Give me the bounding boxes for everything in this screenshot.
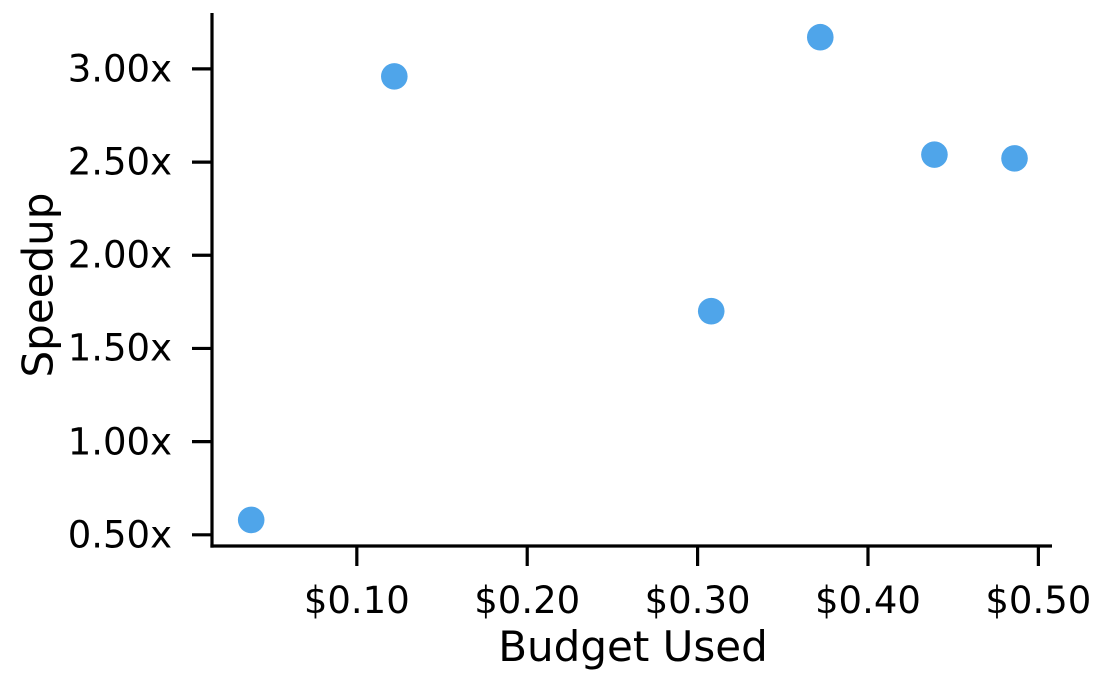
data-point: [697, 297, 725, 325]
x-tick-label: $0.30: [644, 579, 751, 622]
y-tick-label: 2.50x: [67, 140, 172, 184]
x-axis-label: Budget Used: [498, 622, 768, 671]
y-tick-label: 1.50x: [67, 326, 172, 370]
y-tick-label: 3.00x: [67, 47, 172, 91]
x-tick-label: $0.10: [303, 579, 410, 622]
x-tick-label: $0.20: [474, 579, 581, 622]
data-point: [381, 63, 408, 90]
data-point: [237, 506, 265, 534]
data-point: [1001, 145, 1028, 172]
y-tick-label: 0.50x: [67, 513, 172, 557]
y-tick-label: 1.00x: [67, 420, 172, 464]
y-axis-label: Speedup: [13, 192, 63, 378]
data-point: [806, 23, 834, 51]
y-tick-label: 2.00x: [67, 233, 172, 277]
data-point: [921, 141, 948, 168]
x-tick-label: $0.40: [815, 579, 921, 622]
x-tick-label: $0.50: [985, 579, 1092, 622]
